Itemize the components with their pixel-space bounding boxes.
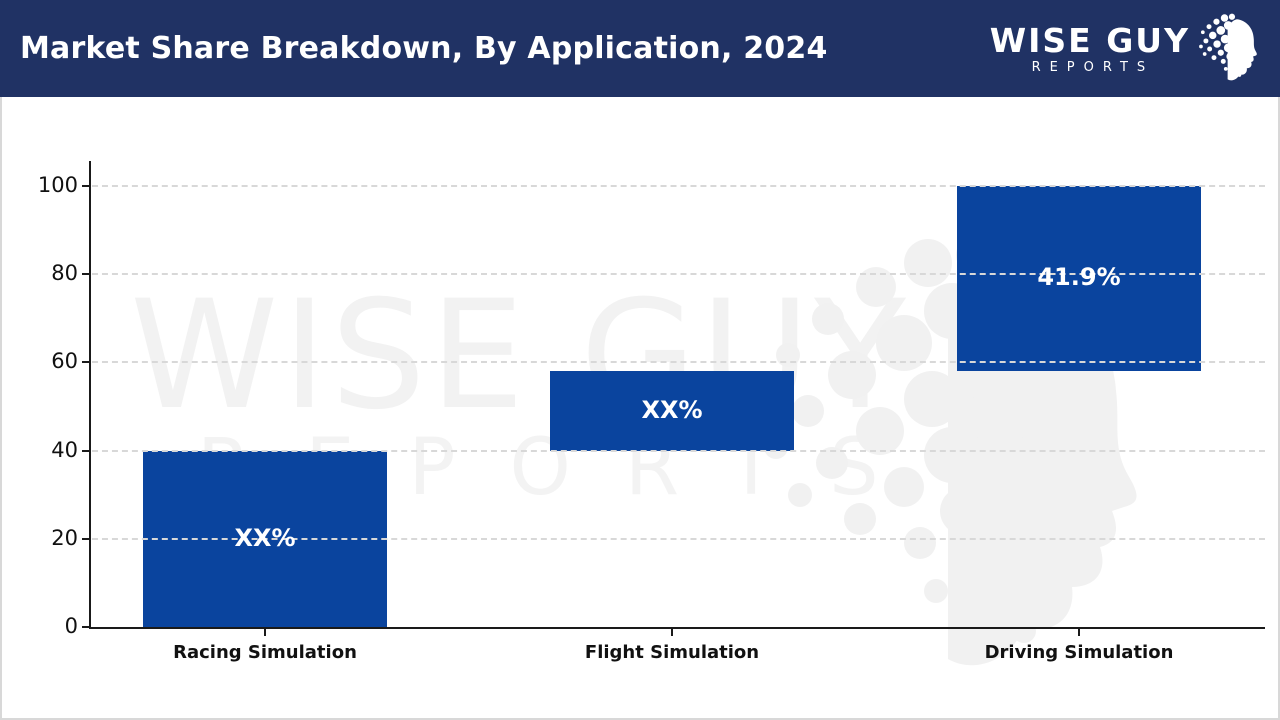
header-banner: Market Share Breakdown, By Application, … (0, 0, 1280, 97)
category-label-driving-simulation: Driving Simulation (984, 642, 1174, 663)
y-axis-line (89, 161, 91, 629)
gridline-40 (92, 449, 1265, 452)
y-tick-40 (82, 449, 90, 452)
y-tick-label-40: 40 (51, 437, 78, 462)
bar-driving-simulation (957, 186, 1201, 371)
y-tick-label-20: 20 (51, 525, 78, 550)
bar-label-flight-simulation: XX% (641, 395, 703, 424)
x-tick-flight-simulation (671, 629, 673, 636)
gridline-80 (92, 273, 1265, 276)
gridline-20 (92, 537, 1265, 540)
category-label-racing-simulation: Racing Simulation (173, 642, 357, 663)
y-tick-label-80: 80 (51, 261, 78, 286)
logo-text: WISE GUY REPORTS (990, 24, 1190, 74)
y-tick-20 (82, 537, 90, 540)
chart-title: Market Share Breakdown, By Application, … (20, 31, 828, 66)
dotted-face-logo-icon (1196, 11, 1258, 87)
bar-flight-simulation (550, 370, 794, 451)
y-tick-label-0: 0 (64, 614, 78, 638)
gridline-100 (92, 185, 1265, 187)
gridline-60 (92, 361, 1265, 364)
logo-wordmark: WISE GUY (989, 20, 1190, 60)
y-tick-label-100: 100 (37, 173, 78, 197)
y-tick-60 (82, 361, 90, 364)
chart-area: WISE GUY REPORTS 0 20 40 60 80 100 XX% Racing S… (0, 97, 1280, 720)
y-tick-label-60: 60 (51, 349, 78, 374)
y-tick-80 (82, 273, 90, 276)
x-tick-driving-simulation (1078, 629, 1080, 636)
y-tick-0 (82, 626, 90, 628)
bar-label-driving-simulation: 41.9% (1037, 263, 1121, 292)
x-axis-line (89, 627, 1265, 629)
logo-subtext: REPORTS (1031, 59, 1155, 75)
wise-guy-reports-logo: WISE GUY REPORTS (990, 11, 1258, 87)
x-tick-racing-simulation (264, 629, 266, 636)
y-tick-100 (82, 185, 90, 187)
bar-label-racing-simulation: XX% (234, 523, 296, 552)
category-label-flight-simulation: Flight Simulation (584, 642, 760, 663)
